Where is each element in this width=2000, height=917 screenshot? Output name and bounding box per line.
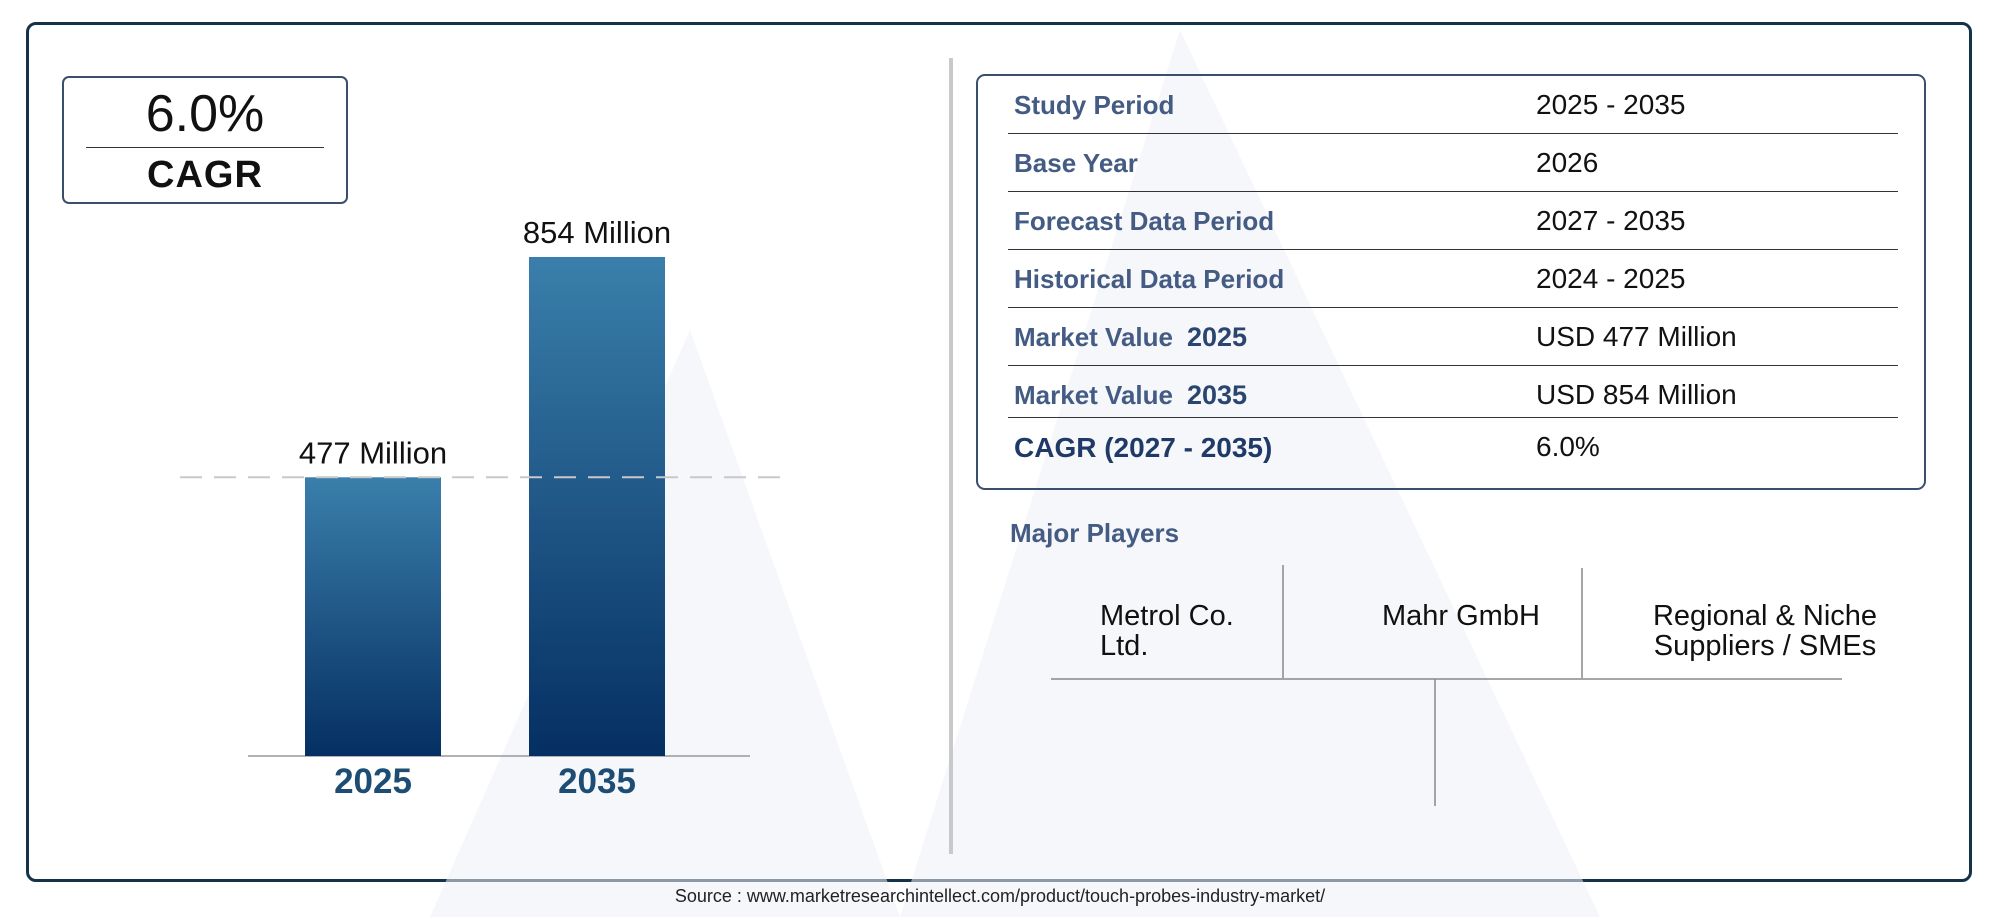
cagr-value: 6.0% bbox=[145, 85, 265, 143]
info-label-text: Market Value bbox=[1014, 380, 1173, 410]
info-label: Historical Data Period bbox=[1014, 264, 1285, 294]
source-note: Source : www.marketresearchintellect.com… bbox=[674, 886, 1326, 906]
player-name-line1: Mahr GmbH bbox=[1382, 600, 1540, 632]
info-label: Market Value 2035 bbox=[1014, 380, 1247, 411]
info-row-historical-period: Historical Data Period 2024 - 2025 bbox=[1008, 250, 1898, 308]
player-name-line2: Suppliers / SMEs bbox=[1653, 630, 1877, 662]
info-value: 2027 - 2035 bbox=[1536, 205, 1686, 236]
x-tick-label: 2025 bbox=[334, 762, 412, 801]
player-item: Metrol Co. Ltd. bbox=[1100, 601, 1234, 661]
bar-2035 bbox=[529, 257, 665, 756]
info-value: 2024 - 2025 bbox=[1536, 263, 1686, 294]
market-info-table: Study Period 2025 - 2035 Base Year 2026 … bbox=[976, 74, 1926, 490]
bar-2025 bbox=[305, 477, 441, 756]
info-row-base-year: Base Year 2026 bbox=[1008, 134, 1898, 192]
info-label: Base Year bbox=[1014, 148, 1138, 178]
player-item: Mahr GmbH bbox=[1382, 601, 1540, 631]
info-row-market-value-2035: Market Value 2035 USD 854 Million bbox=[1008, 366, 1898, 418]
info-label-text: Market Value bbox=[1014, 322, 1173, 352]
major-players-title: Major Players bbox=[1010, 518, 1180, 548]
player-name-line1: Metrol Co. bbox=[1100, 600, 1234, 632]
info-label: Forecast Data Period bbox=[1014, 206, 1275, 236]
row-divider bbox=[1008, 307, 1898, 308]
row-divider bbox=[1008, 191, 1898, 192]
row-divider bbox=[1008, 417, 1898, 418]
info-row-study-period: Study Period 2025 - 2035 bbox=[1008, 76, 1898, 134]
row-divider bbox=[1008, 365, 1898, 366]
info-label-year: 2025 bbox=[1186, 322, 1248, 352]
cagr-divider bbox=[86, 147, 324, 148]
vertical-divider bbox=[949, 58, 953, 854]
bar-value-label: 854 Million bbox=[523, 215, 671, 250]
row-divider bbox=[1008, 133, 1898, 134]
info-label: Study Period bbox=[1014, 90, 1175, 120]
cagr-label: CAGR bbox=[147, 154, 263, 196]
player-item: Regional & Niche Suppliers / SMEs bbox=[1650, 601, 1880, 661]
player-name-line2: Ltd. bbox=[1100, 630, 1149, 662]
info-value: 6.0% bbox=[1536, 431, 1600, 462]
x-tick-label: 2035 bbox=[558, 762, 636, 801]
player-name-line1: Regional & Niche bbox=[1652, 600, 1878, 632]
info-row-market-value-2025: Market Value 2025 USD 477 Million bbox=[1008, 308, 1898, 366]
info-value: 2025 - 2035 bbox=[1536, 89, 1686, 120]
cagr-summary-box: 6.0% CAGR bbox=[62, 76, 348, 204]
info-value: USD 477 Million bbox=[1536, 321, 1737, 352]
info-label: Market Value 2025 bbox=[1014, 322, 1247, 353]
bar-chart: 477 Million 2025 854 Million 2035 bbox=[180, 215, 790, 801]
bar-value-label: 477 Million bbox=[299, 435, 447, 470]
info-row-forecast-period: Forecast Data Period 2027 - 2035 bbox=[1008, 192, 1898, 250]
info-value: USD 854 Million bbox=[1536, 379, 1737, 410]
info-label: CAGR (2027 - 2035) bbox=[1014, 432, 1273, 463]
row-divider bbox=[1008, 249, 1898, 250]
info-row-cagr: CAGR (2027 - 2035) 6.0% bbox=[1008, 418, 1898, 476]
info-value: 2026 bbox=[1536, 147, 1599, 178]
info-label-year: 2035 bbox=[1186, 380, 1248, 410]
